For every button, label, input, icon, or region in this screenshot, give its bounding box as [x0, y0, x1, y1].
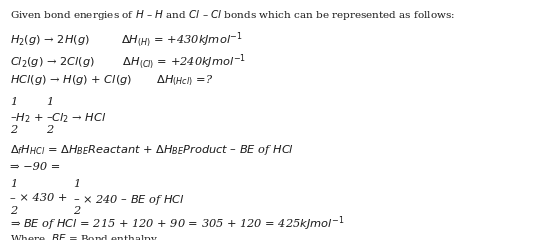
Text: ⇒ −90 =: ⇒ −90 =: [10, 162, 60, 172]
Text: 2: 2: [46, 125, 53, 135]
Text: 2: 2: [10, 206, 17, 216]
Text: 1: 1: [10, 179, 17, 189]
Text: $\mathit{H_2(g)}$ → $\mathit{2H(g)}$         $\Delta\mathit{H}_{(\mathit{H})}$ =: $\mathit{H_2(g)}$ → $\mathit{2H(g)}$ $\D…: [10, 30, 243, 49]
Text: Where, $\mathit{BE}$ = Bond enthalpy: Where, $\mathit{BE}$ = Bond enthalpy: [10, 232, 158, 240]
Text: ⇒ $\mathit{BE}$ of $\mathit{HCl}$ = 215 + 120 + 90 = 305 + 120 = 425$\mathit{kJm: ⇒ $\mathit{BE}$ of $\mathit{HCl}$ = 215 …: [10, 215, 344, 233]
Text: 2: 2: [73, 206, 80, 216]
Text: 1: 1: [46, 97, 53, 107]
Text: $\mathit{Cl_2(g)}$ → $\mathit{2Cl(g)}$        $\Delta\mathit{H}_{(\mathit{Cl})}$: $\mathit{Cl_2(g)}$ → $\mathit{2Cl(g)}$ $…: [10, 52, 246, 71]
Text: $\mathit{HCl(g)}$ → $\mathit{H(g)}$ + $\mathit{Cl(g)}$       $\Delta\mathit{H}_{: $\mathit{HCl(g)}$ → $\mathit{H(g)}$ + $\…: [10, 73, 213, 88]
Text: 1: 1: [10, 97, 17, 107]
Text: –$\mathit{Cl_2}$ → $\mathit{HCl}$: –$\mathit{Cl_2}$ → $\mathit{HCl}$: [46, 112, 106, 125]
Text: – × 430 +: – × 430 +: [10, 193, 67, 203]
Text: Given bond energies of $\mathit{H}$ – $\mathit{H}$ and $\mathit{Cl}$ – $\mathit{: Given bond energies of $\mathit{H}$ – $\…: [10, 8, 455, 22]
Text: –$\mathit{H_2}$ +: –$\mathit{H_2}$ +: [10, 112, 44, 125]
Text: $\Delta_f\mathit{H}_{HCl}$ = $\Delta\mathit{H}_{BE}\mathit{Reactant}$ + $\Delta\: $\Delta_f\mathit{H}_{HCl}$ = $\Delta\mat…: [10, 143, 294, 157]
Text: 2: 2: [10, 125, 17, 135]
Text: 1: 1: [73, 179, 80, 189]
Text: – × 240 – $\mathit{BE}$ of $\mathit{HCl}$: – × 240 – $\mathit{BE}$ of $\mathit{HCl}…: [73, 193, 185, 207]
